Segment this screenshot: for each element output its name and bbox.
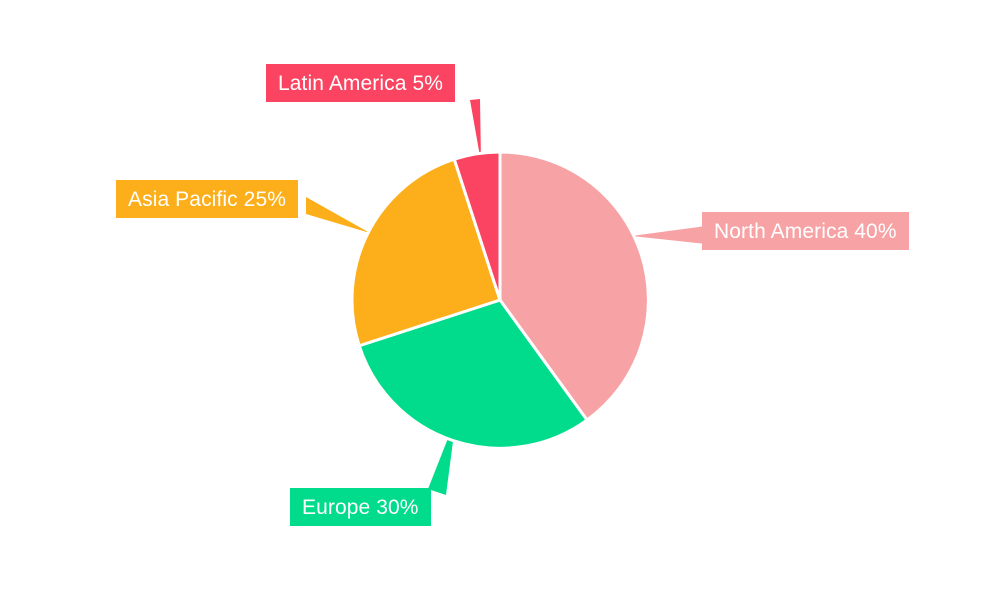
pie-slice-latin-america[interactable] [452, 150, 502, 302]
slice-label-latin-america[interactable]: Latin America 5% [266, 64, 456, 102]
slice-label-north-america-text: North America 40% [714, 219, 897, 243]
slice-label-asia-pacific-text: Asia Pacific 25% [128, 187, 287, 211]
slice-label-europe-text: Europe 30% [302, 495, 419, 519]
pie-slice-europe[interactable] [357, 298, 589, 450]
leader-line-north-america [631, 226, 706, 244]
pie-slice-asia-pacific[interactable] [350, 157, 502, 348]
pie-slices [350, 150, 650, 450]
pie-slice-north-america[interactable] [498, 150, 650, 422]
slice-label-europe[interactable]: Europe 30% [290, 488, 431, 526]
slice-label-north-america[interactable]: North America 40% [702, 212, 909, 250]
slice-label-asia-pacific[interactable]: Asia Pacific 25% [116, 180, 299, 218]
leader-lines [306, 99, 706, 495]
leader-line-latin-america [470, 99, 481, 162]
slice-label-latin-america-text: Latin America 5% [278, 71, 444, 95]
leader-line-asia-pacific [306, 197, 370, 233]
